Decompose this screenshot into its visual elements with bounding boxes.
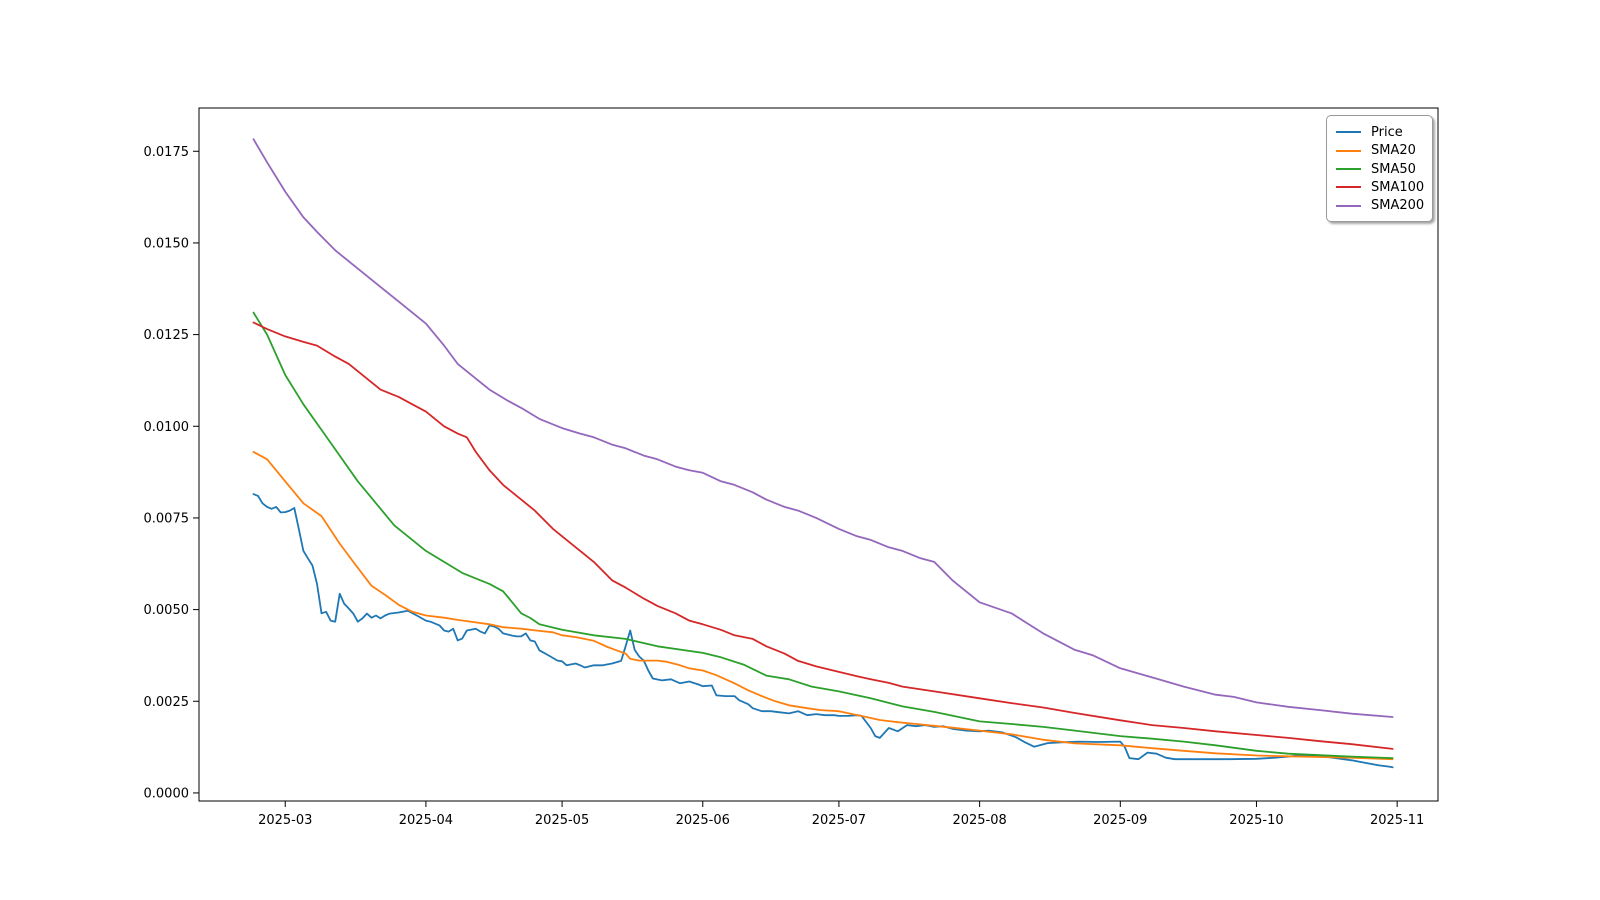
x-tick-label: 2025-07 — [812, 813, 866, 828]
legend-item-price: Price — [1336, 123, 1423, 141]
x-tick-label: 2025-04 — [399, 813, 453, 828]
price-line — [252, 493, 1394, 769]
y-tick-label: 0.0125 — [144, 328, 190, 343]
sma20-line — [252, 451, 1394, 761]
sma200-line-swatch — [1336, 204, 1361, 207]
chart-legend: Price SMA20 SMA50 SMA100 SMA200 — [1326, 115, 1433, 222]
legend-item-sma20: SMA20 — [1336, 141, 1423, 159]
sma50-line — [252, 311, 1394, 759]
sma100-line-swatch — [1336, 186, 1361, 189]
x-tick-label: 2025-10 — [1229, 813, 1283, 828]
x-tick-label: 2025-05 — [535, 813, 589, 828]
sma200-line — [252, 138, 1394, 718]
legend-label-sma200: SMA200 — [1371, 198, 1425, 214]
x-tick-label: 2025-06 — [676, 813, 730, 828]
y-tick-label: 0.0100 — [144, 420, 190, 435]
y-tick-label: 0.0175 — [144, 145, 190, 160]
sma100-line — [252, 321, 1394, 750]
price-line-swatch — [1336, 131, 1361, 134]
y-tick-label: 0.0050 — [144, 603, 190, 618]
x-tick-label: 2025-11 — [1370, 813, 1424, 828]
y-tick-label: 0.0000 — [144, 786, 190, 801]
axes-frame — [198, 107, 1439, 802]
legend-item-sma100: SMA100 — [1336, 178, 1425, 196]
x-tick-label: 2025-09 — [1093, 813, 1147, 828]
y-tick-label: 0.0150 — [144, 236, 190, 251]
legend-label-sma20: SMA20 — [1371, 143, 1416, 159]
x-tick-label: 2025-03 — [258, 813, 312, 828]
legend-label-price: Price — [1371, 124, 1403, 140]
x-tick-label: 2025-08 — [952, 813, 1006, 828]
legend-label-sma50: SMA50 — [1371, 161, 1416, 177]
sma20-line-swatch — [1336, 149, 1361, 152]
legend-item-sma200: SMA200 — [1336, 197, 1425, 215]
y-tick-label: 0.0075 — [144, 511, 190, 526]
legend-label-sma100: SMA100 — [1371, 179, 1425, 195]
sma50-line-swatch — [1336, 168, 1361, 171]
y-tick-label: 0.0025 — [144, 695, 190, 710]
legend-item-sma50: SMA50 — [1336, 160, 1423, 178]
